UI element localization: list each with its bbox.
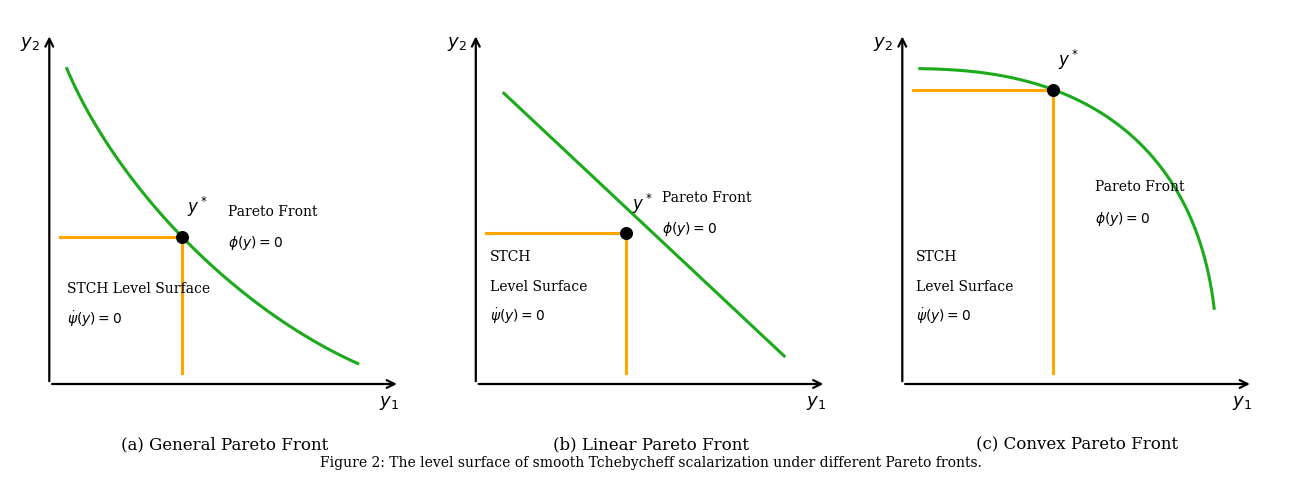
Text: $y^*$: $y^*$	[631, 192, 652, 216]
Text: $\phi(y)=0$: $\phi(y)=0$	[228, 234, 283, 252]
Text: $y_1$: $y_1$	[379, 394, 400, 412]
Text: $y^*$: $y^*$	[187, 195, 208, 219]
Text: Level Surface: Level Surface	[917, 280, 1014, 294]
Text: STCH: STCH	[917, 251, 958, 264]
Text: $\phi(y)=0$: $\phi(y)=0$	[661, 220, 716, 239]
Text: $y_2$: $y_2$	[447, 35, 466, 53]
Text: (a) General Pareto Front: (a) General Pareto Front	[121, 437, 328, 454]
Text: STCH: STCH	[490, 251, 531, 264]
Text: $y_1$: $y_1$	[806, 394, 825, 412]
Text: $y_2$: $y_2$	[874, 35, 893, 53]
Text: $\dot{\psi}(y)=0$: $\dot{\psi}(y)=0$	[490, 306, 544, 326]
Text: Pareto Front: Pareto Front	[1095, 180, 1185, 194]
Text: $y_2$: $y_2$	[20, 35, 40, 53]
Text: Pareto Front: Pareto Front	[228, 205, 318, 219]
Text: (c) Convex Pareto Front: (c) Convex Pareto Front	[976, 437, 1178, 454]
Text: $\phi(y)=0$: $\phi(y)=0$	[1095, 210, 1150, 228]
Text: (b) Linear Pareto Front: (b) Linear Pareto Front	[553, 437, 749, 454]
Text: $\dot{\psi}(y)=0$: $\dot{\psi}(y)=0$	[66, 310, 122, 329]
Text: $y_1$: $y_1$	[1232, 394, 1253, 412]
Text: $y^*$: $y^*$	[1059, 48, 1079, 72]
Point	[1043, 86, 1064, 94]
Text: Level Surface: Level Surface	[490, 280, 587, 294]
Point	[172, 233, 193, 241]
Text: STCH Level Surface: STCH Level Surface	[66, 282, 210, 296]
Text: $\dot{\psi}(y)=0$: $\dot{\psi}(y)=0$	[917, 306, 971, 326]
Text: Figure 2: The level surface of smooth Tchebycheff scalarization under different : Figure 2: The level surface of smooth Tc…	[320, 456, 982, 470]
Point	[616, 229, 637, 237]
Text: Pareto Front: Pareto Front	[661, 191, 751, 205]
